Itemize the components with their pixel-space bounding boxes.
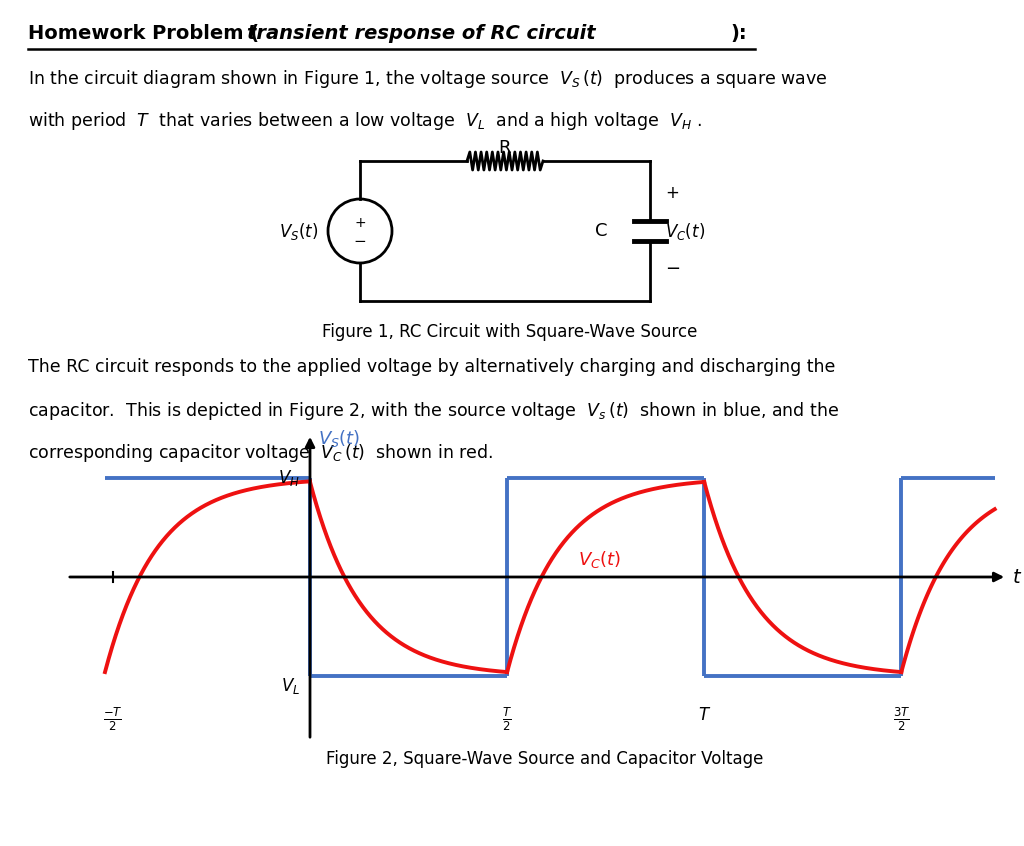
Text: corresponding capacitor voltage  $V_C\,(t)$  shown in red.: corresponding capacitor voltage $V_C\,(t…: [28, 442, 493, 464]
Text: t: t: [1013, 568, 1021, 586]
Text: $V_C(t)$: $V_C(t)$: [665, 221, 706, 241]
Text: with period  $T$  that varies between a low voltage  $V_L$  and a high voltage  : with period $T$ that varies between a lo…: [28, 110, 702, 132]
Text: The RC circuit responds to the applied voltage by alternatively charging and dis: The RC circuit responds to the applied v…: [28, 358, 836, 376]
Text: R: R: [499, 139, 511, 157]
Text: C: C: [596, 222, 608, 240]
Text: $\frac{3T}{2}$: $\frac{3T}{2}$: [893, 706, 910, 733]
Text: +: +: [665, 184, 679, 202]
Text: ):: ):: [730, 24, 746, 43]
Text: $V_H$: $V_H$: [279, 468, 300, 488]
Text: $V_L$: $V_L$: [281, 676, 300, 696]
Text: $\frac{T}{2}$: $\frac{T}{2}$: [502, 706, 512, 733]
Text: −: −: [665, 260, 680, 278]
Text: Figure 2, Square-Wave Source and Capacitor Voltage: Figure 2, Square-Wave Source and Capacit…: [327, 750, 764, 768]
Text: $V_C(t)$: $V_C(t)$: [579, 549, 622, 569]
Text: $T$: $T$: [697, 706, 711, 724]
Text: $\frac{-T}{2}$: $\frac{-T}{2}$: [103, 706, 123, 733]
Text: $V_S(t)$: $V_S(t)$: [318, 428, 360, 449]
Text: Figure 1, RC Circuit with Square-Wave Source: Figure 1, RC Circuit with Square-Wave So…: [323, 323, 697, 341]
Text: capacitor.  This is depicted in Figure 2, with the source voltage  $V_s\,(t)$  s: capacitor. This is depicted in Figure 2,…: [28, 400, 839, 422]
Text: In the circuit diagram shown in Figure 1, the voltage source  $V_S\,(t)$  produc: In the circuit diagram shown in Figure 1…: [28, 68, 827, 90]
Text: −: −: [353, 233, 367, 249]
Text: $V_S(t)$: $V_S(t)$: [279, 221, 318, 241]
Text: +: +: [354, 216, 366, 230]
Text: Homework Problem (: Homework Problem (: [28, 24, 259, 43]
Text: transient response of RC circuit: transient response of RC circuit: [247, 24, 596, 43]
